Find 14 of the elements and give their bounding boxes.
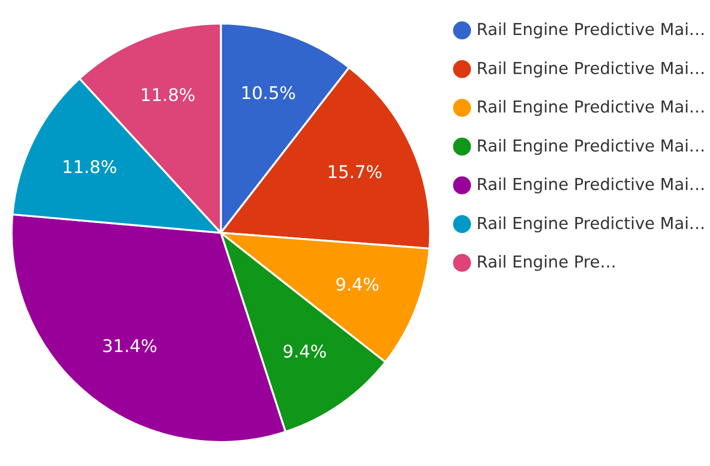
data-label: 11.8% [140, 86, 196, 106]
data-label: 9.4% [335, 276, 380, 296]
data-label: 11.8% [62, 158, 118, 178]
legend-label: Rail Engine Predictive Mai… [476, 20, 706, 40]
legend-label: Rail Engine Predictive Mai… [476, 58, 706, 78]
legend-label: Rail Engine Pre… [476, 252, 616, 272]
data-label: 9.4% [282, 342, 327, 363]
legend-label: Rail Engine Predictive Mai… [476, 214, 706, 233]
legend-label: Rail Engine Predictive Mai… [476, 98, 706, 117]
legend-label: Rail Engine Predictive Mai… [476, 175, 706, 194]
data-label: 31.4% [102, 337, 158, 358]
legend-label: Rail Engine Predictive Mai… [476, 136, 706, 156]
data-label: 10.5% [240, 84, 296, 104]
data-label: 15.7% [327, 163, 382, 184]
